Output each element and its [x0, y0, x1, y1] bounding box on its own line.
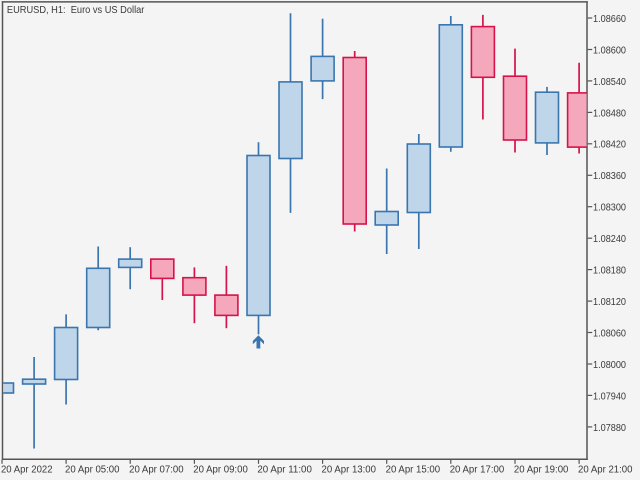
- svg-text:1.08060: 1.08060: [593, 328, 626, 339]
- svg-text:20 Apr 17:00: 20 Apr 17:00: [450, 465, 505, 476]
- svg-text:EURUSD, H1: Euro vs US Dollar: EURUSD, H1: Euro vs US Dollar: [7, 4, 145, 16]
- svg-text:20 Apr 2022: 20 Apr 2022: [1, 465, 53, 476]
- svg-text:20 Apr 11:00: 20 Apr 11:00: [257, 465, 312, 476]
- svg-text:20 Apr 07:00: 20 Apr 07:00: [129, 465, 184, 476]
- svg-text:20 Apr 13:00: 20 Apr 13:00: [322, 465, 377, 476]
- svg-text:1.08240: 1.08240: [593, 234, 626, 245]
- svg-text:1.08660: 1.08660: [593, 14, 626, 25]
- svg-text:20 Apr 21:00: 20 Apr 21:00: [578, 465, 633, 476]
- svg-text:1.08480: 1.08480: [593, 108, 626, 119]
- svg-text:1.08600: 1.08600: [593, 45, 626, 56]
- svg-text:1.07880: 1.07880: [593, 423, 626, 434]
- svg-text:1.07940: 1.07940: [593, 391, 626, 402]
- svg-text:1.08000: 1.08000: [593, 360, 626, 371]
- svg-text:20 Apr 15:00: 20 Apr 15:00: [386, 465, 441, 476]
- svg-text:1.08360: 1.08360: [593, 171, 626, 182]
- svg-text:20 Apr 09:00: 20 Apr 09:00: [193, 465, 248, 476]
- svg-text:1.08420: 1.08420: [593, 140, 626, 151]
- svg-text:20 Apr 19:00: 20 Apr 19:00: [514, 465, 569, 476]
- svg-text:1.08180: 1.08180: [593, 266, 626, 277]
- svg-text:1.08300: 1.08300: [593, 203, 626, 214]
- svg-text:20 Apr 05:00: 20 Apr 05:00: [65, 465, 120, 476]
- svg-text:1.08120: 1.08120: [593, 297, 626, 308]
- svg-text:1.08540: 1.08540: [593, 77, 626, 88]
